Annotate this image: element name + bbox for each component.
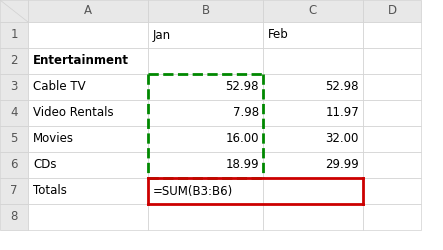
- Bar: [263, 152, 363, 178]
- Text: Movies: Movies: [33, 132, 74, 145]
- Text: Video Rentals: Video Rentals: [33, 106, 113, 120]
- Text: A: A: [84, 4, 92, 18]
- Text: Cable TV: Cable TV: [33, 80, 85, 94]
- Bar: [148, 0, 263, 22]
- Text: =SUM(B3:B6): =SUM(B3:B6): [153, 184, 233, 198]
- Text: 32.00: 32.00: [326, 132, 359, 145]
- Text: 4: 4: [10, 106, 18, 120]
- Text: 52.98: 52.98: [326, 80, 359, 94]
- Bar: [363, 100, 421, 126]
- Bar: [28, 74, 148, 100]
- Bar: [363, 178, 421, 204]
- Bar: [148, 74, 263, 100]
- Bar: [28, 0, 148, 22]
- Text: 3: 3: [10, 80, 18, 94]
- Text: 2: 2: [10, 54, 18, 68]
- Bar: [0, 152, 28, 178]
- Bar: [0, 204, 28, 230]
- Bar: [0, 22, 28, 48]
- Text: 1: 1: [10, 28, 18, 42]
- Bar: [363, 74, 421, 100]
- Bar: [363, 22, 421, 48]
- Text: C: C: [309, 4, 317, 18]
- Bar: [263, 0, 363, 22]
- Text: Totals: Totals: [33, 184, 67, 198]
- Bar: [148, 178, 263, 204]
- Bar: [148, 100, 263, 126]
- Text: 8: 8: [10, 210, 18, 224]
- Bar: [0, 100, 28, 126]
- Text: 29.99: 29.99: [325, 158, 359, 172]
- Bar: [263, 126, 363, 152]
- Bar: [148, 204, 263, 230]
- Bar: [148, 48, 263, 74]
- Bar: [363, 126, 421, 152]
- Bar: [363, 0, 421, 22]
- Bar: [363, 204, 421, 230]
- Text: 5: 5: [10, 132, 18, 145]
- Text: Entertainment: Entertainment: [33, 54, 129, 68]
- Text: D: D: [388, 4, 396, 18]
- Text: 11.97: 11.97: [325, 106, 359, 120]
- Bar: [28, 100, 148, 126]
- Bar: [263, 204, 363, 230]
- Bar: [28, 22, 148, 48]
- Bar: [263, 48, 363, 74]
- Bar: [0, 0, 28, 22]
- Text: B: B: [202, 4, 210, 18]
- Bar: [28, 48, 148, 74]
- Text: Jan: Jan: [153, 28, 171, 42]
- Bar: [263, 178, 363, 204]
- Text: 7.98: 7.98: [233, 106, 259, 120]
- Bar: [0, 48, 28, 74]
- Bar: [28, 152, 148, 178]
- Bar: [28, 126, 148, 152]
- Bar: [263, 22, 363, 48]
- Bar: [0, 74, 28, 100]
- Bar: [28, 178, 148, 204]
- Text: 16.00: 16.00: [225, 132, 259, 145]
- Bar: [28, 204, 148, 230]
- Text: 18.99: 18.99: [225, 158, 259, 172]
- Text: 7: 7: [10, 184, 18, 198]
- Bar: [148, 152, 263, 178]
- Text: 6: 6: [10, 158, 18, 172]
- Text: Feb: Feb: [268, 28, 289, 42]
- Text: CDs: CDs: [33, 158, 57, 172]
- Bar: [363, 48, 421, 74]
- Text: 52.98: 52.98: [225, 80, 259, 94]
- Bar: [263, 74, 363, 100]
- Bar: [148, 126, 263, 152]
- Bar: [263, 100, 363, 126]
- Bar: [0, 178, 28, 204]
- Bar: [363, 152, 421, 178]
- Bar: [0, 126, 28, 152]
- Bar: [148, 22, 263, 48]
